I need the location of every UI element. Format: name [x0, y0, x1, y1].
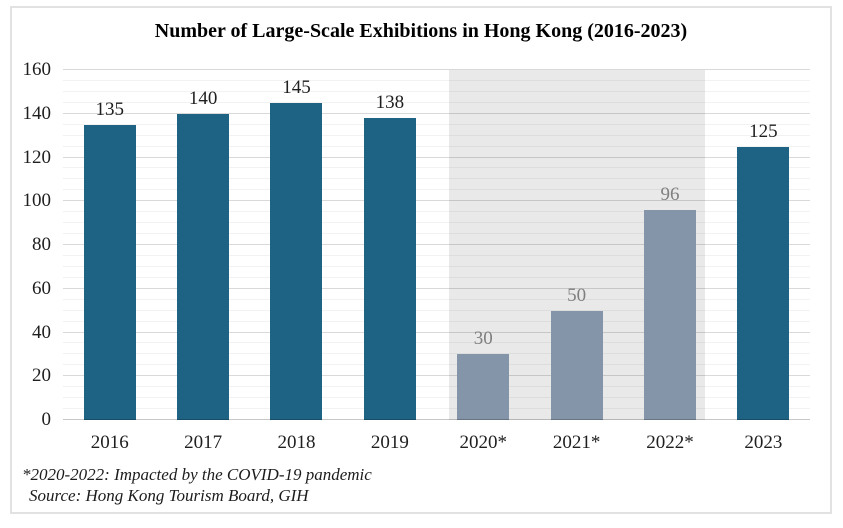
- y-axis-tick-label: 140: [22, 102, 52, 124]
- x-axis-tick-label: 2017: [184, 432, 223, 453]
- chart-frame: Number of Large-Scale Exhibitions in Hon…: [10, 6, 832, 514]
- gridline-minor: [63, 386, 810, 388]
- gridline-minor: [63, 342, 810, 344]
- bar-value-label: 145: [282, 76, 311, 98]
- gridline-major: [63, 287, 810, 289]
- gridline-minor: [63, 123, 810, 125]
- bar-value-label: 140: [188, 87, 218, 109]
- footnote-source: Source: Hong Kong Tourism Board, GIH: [29, 486, 309, 505]
- gridline-major: [63, 112, 810, 114]
- gridline-major: [63, 244, 810, 245]
- gridline-major: [63, 200, 810, 202]
- gridline-minor: [63, 101, 810, 103]
- x-axis-tick-label: 2016: [90, 432, 129, 453]
- y-axis-tick-label: 60: [32, 277, 51, 299]
- bar-value-label: 50: [567, 284, 587, 306]
- gridline-major: [63, 331, 810, 333]
- x-axis-tick-label: 2022*: [646, 432, 694, 453]
- gridline-minor: [63, 222, 810, 224]
- gridline-minor: [63, 364, 810, 366]
- y-axis-tick-label: 80: [32, 234, 51, 255]
- gridline-minor: [63, 233, 810, 235]
- gridline-minor: [63, 134, 810, 136]
- gridline-minor: [63, 353, 810, 355]
- x-axis-tick-label: 2020*: [459, 432, 507, 453]
- bar: [270, 102, 323, 420]
- gridline-minor: [63, 189, 810, 191]
- gridline-minor: [63, 90, 810, 92]
- gridline-minor: [63, 265, 810, 267]
- x-axis-line: [63, 419, 810, 420]
- x-axis-tick-label: 2021*: [552, 432, 601, 453]
- y-axis-tick-label: 120: [22, 146, 52, 168]
- bar: [643, 210, 696, 420]
- bar: [737, 146, 790, 420]
- x-axis-tick-label: 2019: [370, 432, 409, 453]
- gridline-minor: [63, 211, 810, 213]
- gridline-minor: [63, 276, 810, 278]
- footnote-covid: *2020-2022: Impacted by the COVID-19 pan…: [22, 465, 372, 484]
- bar-value-label: 125: [749, 120, 778, 142]
- bar-value-label: 135: [95, 98, 124, 120]
- gridline-major: [63, 69, 810, 70]
- y-axis-tick-label: 160: [22, 59, 52, 80]
- chart-title: Number of Large-Scale Exhibitions in Hon…: [154, 20, 688, 42]
- y-axis-tick-label: 0: [41, 409, 52, 430]
- y-axis-tick-label: 20: [32, 365, 51, 387]
- bar: [457, 354, 510, 420]
- gridline-major: [63, 375, 810, 377]
- x-axis-tick-label: 2023: [744, 432, 783, 453]
- y-axis: 0 20 40 60 80 100 120 140 160: [12, 60, 57, 430]
- gridline-minor: [63, 79, 810, 81]
- x-axis-tick-label: 2018: [277, 432, 316, 453]
- bar-value-label: 96: [660, 184, 680, 205]
- y-axis-tick-label: 40: [32, 321, 51, 343]
- chart-footer: *2020-2022: Impacted by the COVID-19 pan…: [22, 464, 372, 506]
- gridline-minor: [63, 309, 810, 311]
- gridline-minor: [63, 145, 810, 147]
- bar: [363, 118, 416, 420]
- bar-value-label: 138: [375, 92, 405, 114]
- y-axis-tick-label: 100: [22, 190, 52, 212]
- bar-value-label: 30: [473, 328, 493, 350]
- gridline-minor: [63, 254, 810, 256]
- bar: [177, 113, 230, 420]
- x-axis: 2016 2017 2018 2019 2020* 2021* 2022* 2023: [63, 431, 810, 455]
- gridline-minor: [63, 178, 810, 180]
- bar: [550, 310, 603, 420]
- gridline-minor: [63, 397, 810, 399]
- gridline-minor: [63, 167, 810, 169]
- gridline-minor: [63, 298, 810, 300]
- gridline-minor: [63, 320, 810, 322]
- bar: [83, 124, 136, 420]
- gridline-minor: [63, 408, 810, 410]
- plot-area: 135 140 145 138 30 50 96 125: [63, 69, 810, 420]
- gridline-major: [63, 156, 810, 158]
